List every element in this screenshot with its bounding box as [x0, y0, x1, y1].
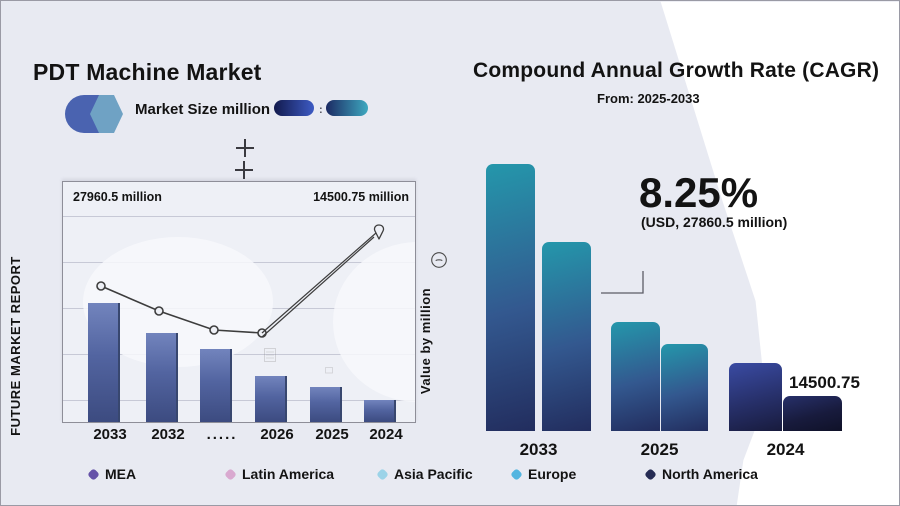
svg-text::: : [319, 104, 323, 116]
